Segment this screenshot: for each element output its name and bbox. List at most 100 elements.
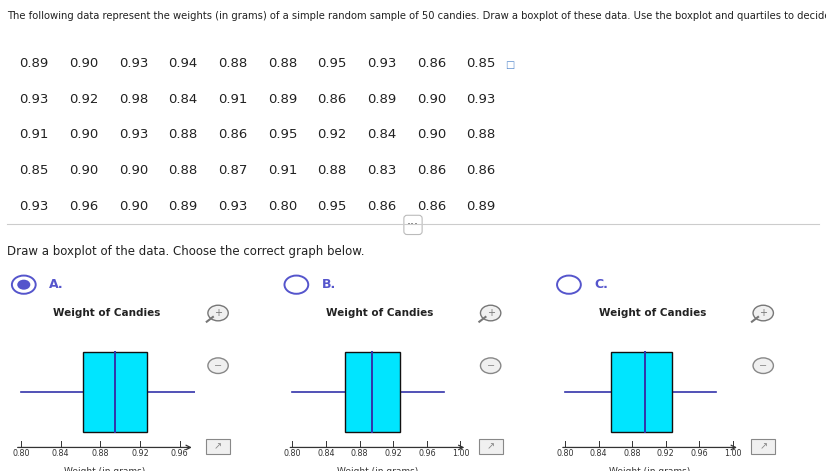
- Text: 0.80: 0.80: [557, 448, 574, 457]
- Text: 0.98: 0.98: [119, 93, 148, 106]
- Text: 0.92: 0.92: [69, 93, 98, 106]
- Circle shape: [753, 358, 773, 374]
- Text: 0.91: 0.91: [218, 93, 248, 106]
- Text: 0.84: 0.84: [52, 448, 69, 457]
- Text: 0.80: 0.80: [284, 448, 301, 457]
- Bar: [206, 439, 230, 454]
- Text: 0.88: 0.88: [92, 448, 109, 457]
- Text: 0.87: 0.87: [218, 164, 248, 177]
- Text: 0.86: 0.86: [417, 164, 446, 177]
- Text: 0.93: 0.93: [218, 200, 248, 213]
- Circle shape: [284, 276, 308, 294]
- Bar: [345, 352, 400, 432]
- Text: 0.93: 0.93: [467, 93, 496, 106]
- Circle shape: [208, 358, 228, 374]
- Text: 0.90: 0.90: [69, 129, 98, 141]
- Text: −: −: [759, 361, 767, 371]
- Circle shape: [17, 280, 31, 290]
- Text: 0.83: 0.83: [368, 164, 396, 177]
- Text: Weight (in grams): Weight (in grams): [610, 467, 691, 471]
- Text: ↗: ↗: [214, 442, 222, 452]
- Text: □: □: [505, 60, 515, 70]
- Text: 0.93: 0.93: [368, 57, 396, 70]
- Circle shape: [557, 276, 581, 294]
- Text: The following data represent the weights (in grams) of a simple random sample of: The following data represent the weights…: [7, 11, 826, 21]
- Text: 0.85: 0.85: [20, 164, 49, 177]
- Text: 0.93: 0.93: [119, 57, 148, 70]
- Text: Weight of Candies: Weight of Candies: [54, 308, 161, 318]
- Circle shape: [753, 305, 773, 321]
- Text: 0.89: 0.89: [20, 57, 49, 70]
- Bar: [611, 352, 672, 432]
- Text: −: −: [214, 361, 222, 371]
- Text: 0.85: 0.85: [467, 57, 496, 70]
- Text: 0.86: 0.86: [417, 57, 446, 70]
- Bar: [479, 439, 502, 454]
- Text: ···: ···: [407, 219, 419, 231]
- Circle shape: [481, 358, 501, 374]
- Text: 0.96: 0.96: [69, 200, 98, 213]
- Text: A.: A.: [49, 278, 64, 291]
- Text: Weight of Candies: Weight of Candies: [326, 308, 434, 318]
- Text: 0.95: 0.95: [317, 200, 347, 213]
- Text: +: +: [759, 308, 767, 318]
- Text: 1.00: 1.00: [724, 448, 742, 457]
- Text: 0.90: 0.90: [417, 93, 446, 106]
- Text: B.: B.: [321, 278, 335, 291]
- Text: ↗: ↗: [487, 442, 495, 452]
- Text: Draw a boxplot of the data. Choose the correct graph below.: Draw a boxplot of the data. Choose the c…: [7, 245, 364, 259]
- Text: 0.95: 0.95: [317, 57, 347, 70]
- Text: 0.89: 0.89: [169, 200, 197, 213]
- Text: 0.96: 0.96: [691, 448, 708, 457]
- Text: 0.89: 0.89: [467, 200, 496, 213]
- Text: 0.86: 0.86: [317, 93, 347, 106]
- Text: 0.86: 0.86: [467, 164, 496, 177]
- Text: +: +: [487, 308, 495, 318]
- Text: 0.84: 0.84: [317, 448, 335, 457]
- Text: 0.80: 0.80: [12, 448, 30, 457]
- Text: 0.80: 0.80: [268, 200, 297, 213]
- Text: −: −: [487, 361, 495, 371]
- Text: 0.94: 0.94: [169, 57, 197, 70]
- Text: 0.88: 0.88: [467, 129, 496, 141]
- Text: Weight of Candies: Weight of Candies: [599, 308, 706, 318]
- Text: C.: C.: [594, 278, 608, 291]
- Text: 0.91: 0.91: [268, 164, 297, 177]
- Bar: [752, 439, 775, 454]
- Text: 0.90: 0.90: [417, 129, 446, 141]
- Text: 0.86: 0.86: [218, 129, 248, 141]
- Text: 0.96: 0.96: [171, 448, 188, 457]
- Text: 0.88: 0.88: [624, 448, 641, 457]
- Text: 0.86: 0.86: [368, 200, 396, 213]
- Text: Weight (in grams): Weight (in grams): [64, 467, 145, 471]
- Text: 0.89: 0.89: [268, 93, 297, 106]
- Text: ↗: ↗: [759, 442, 767, 452]
- Text: 0.88: 0.88: [268, 57, 297, 70]
- Text: 0.84: 0.84: [169, 93, 197, 106]
- Text: 0.90: 0.90: [119, 164, 148, 177]
- Circle shape: [481, 305, 501, 321]
- Text: 0.84: 0.84: [368, 129, 396, 141]
- Text: 0.88: 0.88: [317, 164, 347, 177]
- Text: 0.92: 0.92: [317, 129, 347, 141]
- Text: 0.89: 0.89: [368, 93, 396, 106]
- Text: 0.84: 0.84: [590, 448, 607, 457]
- Text: +: +: [214, 308, 222, 318]
- Text: 0.92: 0.92: [384, 448, 402, 457]
- Text: 0.90: 0.90: [69, 57, 98, 70]
- Text: 0.90: 0.90: [119, 200, 148, 213]
- Text: 0.86: 0.86: [417, 200, 446, 213]
- Text: 0.96: 0.96: [418, 448, 435, 457]
- Text: Weight (in grams): Weight (in grams): [337, 467, 418, 471]
- Text: 0.88: 0.88: [169, 164, 197, 177]
- Circle shape: [12, 276, 36, 294]
- Text: 0.88: 0.88: [351, 448, 368, 457]
- Text: 0.92: 0.92: [657, 448, 675, 457]
- Text: 0.95: 0.95: [268, 129, 297, 141]
- Circle shape: [208, 305, 228, 321]
- Text: 0.93: 0.93: [20, 200, 49, 213]
- Text: 0.90: 0.90: [69, 164, 98, 177]
- Text: 0.91: 0.91: [20, 129, 49, 141]
- Text: 0.88: 0.88: [169, 129, 197, 141]
- Text: 0.93: 0.93: [119, 129, 148, 141]
